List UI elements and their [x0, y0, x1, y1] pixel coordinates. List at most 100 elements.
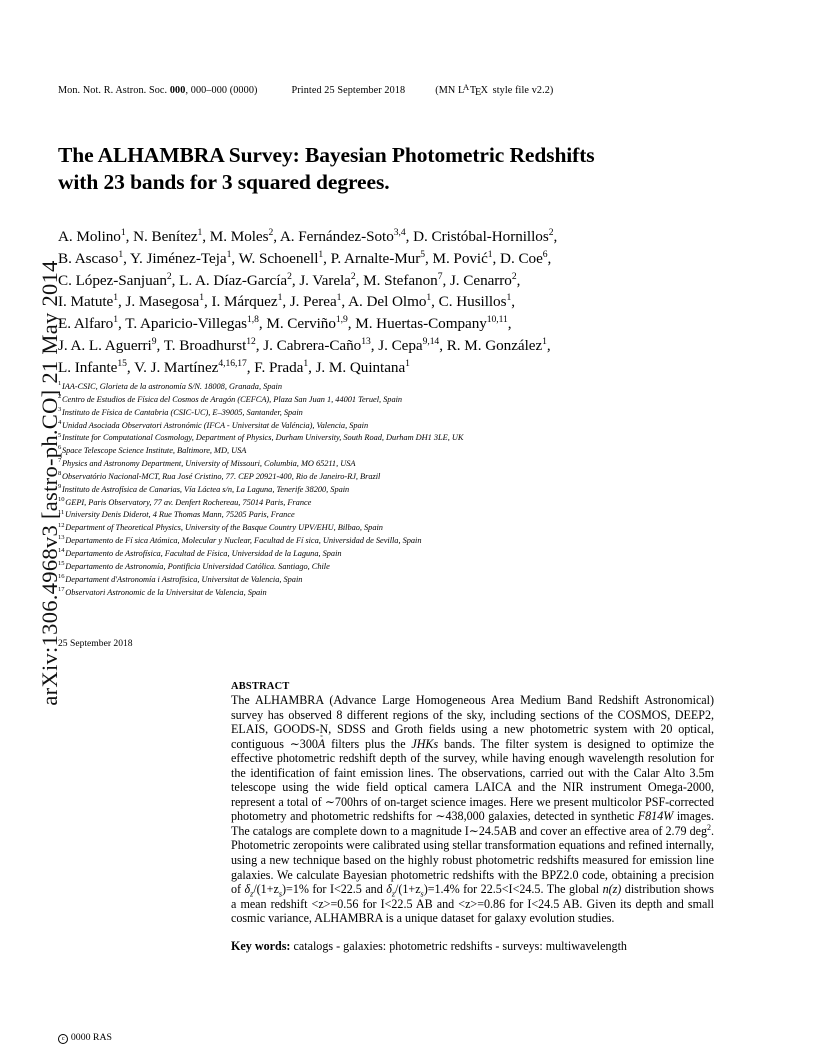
affiliation-number: 9 [58, 482, 62, 490]
affiliation-item: 2Centro de Estudios de Física del Cosmos… [58, 393, 778, 407]
author-name: J. A. L. Aguerri [58, 336, 152, 354]
running-head-volume: 000 [169, 85, 186, 96]
affiliation-list: 1IAA-CSIC, Glorieta de la astronomía S/N… [58, 380, 778, 600]
affiliation-text: Departamento de Fí sica Atómica, Molecul… [65, 536, 422, 546]
abstract-deg-exponent: 2 [707, 822, 711, 832]
author-affiliation-ref: 1 [303, 357, 309, 369]
author-affiliation-ref: 1 [113, 314, 118, 326]
affiliation-item: 11University Denis Diderot, 4 Rue Thomas… [58, 509, 778, 522]
affiliation-number: 17 [58, 585, 65, 593]
affiliation-number: 2 [58, 393, 62, 401]
author-affiliation-ref: 1 [120, 226, 126, 238]
affiliation-item: 17Observatori Astronomic de la Universit… [58, 585, 778, 600]
author-affiliation-ref: 1 [336, 292, 342, 304]
abstract-seg-6: images. The catalogs are complete down t… [231, 809, 714, 838]
affiliation-number: 5 [58, 431, 62, 439]
author-name: C. Husillos [438, 293, 507, 311]
author-affiliation-ref: 2 [268, 226, 274, 238]
affiliation-text: Instituto de Astrofísica de Canarias, Ví… [61, 484, 350, 494]
author-name: A. Fernández-Soto [279, 228, 394, 245]
abstract-seg-10: for 22.5<I<24.5. The global [459, 882, 603, 897]
author-affiliation-ref: 2 [511, 270, 517, 282]
author-affiliation-ref: 1 [277, 292, 283, 304]
author-name: T. Aparicio-Villegas [125, 315, 248, 333]
running-head-journal: Mon. Not. R. Astron. Soc. [58, 85, 168, 96]
author-name: B. Ascaso [58, 249, 119, 267]
author-affiliation-ref: 1 [113, 292, 118, 304]
author-affiliation-ref: 1,9 [335, 314, 348, 326]
author-name: W. Schoenell [238, 249, 319, 267]
affiliation-item: 16Departament d'Astronomía i Astrofísica… [58, 572, 778, 587]
abstract-seg-11: distribution shows a mean redshift <z>=0… [231, 882, 714, 926]
author-affiliation-ref: 10,11 [486, 314, 508, 326]
author-name: A. Molino [58, 228, 121, 245]
author-affiliation-ref: 2 [548, 226, 554, 238]
author-name: J. Varela [299, 271, 351, 289]
abstract-seg-2: filters plus the [325, 736, 412, 751]
affiliation-text: Departamento de Astrofísica, Facultad de… [65, 548, 342, 558]
affiliation-item: 7Physics and Astronomy Department, Unive… [58, 457, 778, 471]
affiliation-text: GEPI, Paris Observatory, 77 av. Denfert … [65, 497, 312, 507]
author-name: J. Cepa [378, 336, 423, 354]
affiliation-number: 8 [58, 470, 62, 478]
author-affiliation-ref: 5 [420, 248, 425, 260]
abstract-nz: n(z) [602, 882, 622, 897]
abstract-seg-8: . Photometric zeropoints were calibrated… [231, 823, 714, 897]
author-affiliation-ref: 1,8 [247, 314, 259, 326]
author-name: M. Stefanon [363, 271, 438, 289]
affiliation-text: IAA-CSIC, Glorieta de la astronomía S/N.… [61, 382, 282, 391]
affiliation-text: Department of Theoretical Physics, Unive… [65, 523, 383, 533]
author-name: J. Perea [289, 293, 337, 311]
author-line: I. Matute1, J. Masegosa1, I. Márquez1, J… [58, 292, 515, 311]
abstract-seg-9: for I<22.5 and [308, 882, 387, 897]
abstract-delta-2: δ [386, 882, 392, 897]
author-name: D. Cristóbal-Hornillos [413, 228, 549, 245]
abstract-block: ABSTRACT The ALHAMBRA (Advance Large Hom… [231, 681, 714, 953]
affiliation-number: 12 [58, 521, 65, 529]
running-head: Mon. Not. R. Astron. Soc. 000, 000–000 (… [58, 82, 758, 98]
abstract-body: The ALHAMBRA (Advance Large Homogeneous … [231, 693, 714, 926]
affiliation-text: Centro de Estudios de Física del Cosmos … [61, 394, 403, 404]
author-affiliation-ref: 1 [542, 335, 547, 347]
abstract-delta-1: δ [244, 882, 251, 897]
abstract-val-700hrs: ∼700hrs [324, 794, 368, 809]
affiliation-text: Institute for Computational Cosmology, D… [61, 433, 464, 443]
affiliation-number: 3 [58, 405, 62, 413]
author-affiliation-ref: 1 [199, 292, 204, 304]
abstract-seg-5: galaxies, detected in synthetic [484, 809, 638, 824]
author-name: E. Alfaro [58, 315, 114, 333]
author-name: I. Matute [58, 293, 114, 311]
affiliation-number: 6 [58, 444, 62, 452]
author-line: E. Alfaro1, T. Aparicio-Villegas1,8, M. … [58, 314, 512, 333]
abstract-heading: ABSTRACT [231, 681, 290, 692]
footer-text: 0000 RAS [70, 1032, 112, 1043]
author-name: C. López-Sanjuan [58, 271, 167, 289]
page-title: The ALHAMBRA Survey: Bayesian Photometri… [58, 142, 758, 196]
author-name: R. M. González [446, 336, 543, 354]
affiliation-text: Departament d'Astronomía i Astrofísica, … [65, 574, 303, 584]
author-line: B. Ascaso1, Y. Jiménez-Teja1, W. Schoene… [58, 248, 552, 267]
author-affiliation-ref: 1 [506, 292, 512, 304]
author-affiliation-ref: 9,14 [422, 335, 440, 347]
author-name: L. A. Díaz-García [179, 271, 288, 289]
running-head-pages: , 000–000 (0000) [185, 85, 258, 96]
affiliation-number: 11 [58, 508, 65, 516]
affiliation-item: 13Departamento de Fí sica Atómica, Molec… [58, 535, 778, 548]
author-affiliation-ref: 1 [405, 357, 410, 369]
abstract-val-438000: ∼438,000 [435, 809, 485, 824]
affiliation-number: 16 [58, 572, 65, 580]
author-name: M. Moles [209, 228, 269, 245]
author-name: J. Cabrera-Caño [263, 336, 362, 354]
keywords-label: Key words: [231, 938, 291, 953]
author-line: L. Infante15, V. J. Martínez4,16,17, F. … [58, 357, 410, 376]
affiliation-item: 3Instituto de Física de Cantabria (CSIC-… [58, 405, 778, 420]
footer-copyright: c 0000 RAS [58, 1032, 112, 1044]
author-line: J. A. L. Aguerri9, T. Broadhurst12, J. C… [58, 335, 551, 354]
author-name: J. M. Quintana [315, 358, 406, 376]
author-affiliation-ref: 13 [361, 335, 371, 347]
abstract-val-245ab: ∼24.5AB [468, 823, 517, 838]
affiliation-item: 9Instituto de Astrofísica de Canarias, V… [58, 482, 778, 497]
running-head-printed: Printed 25 September 2018 [291, 85, 406, 96]
abstract-seg-3: bands. The filter system is designed to … [231, 736, 714, 809]
